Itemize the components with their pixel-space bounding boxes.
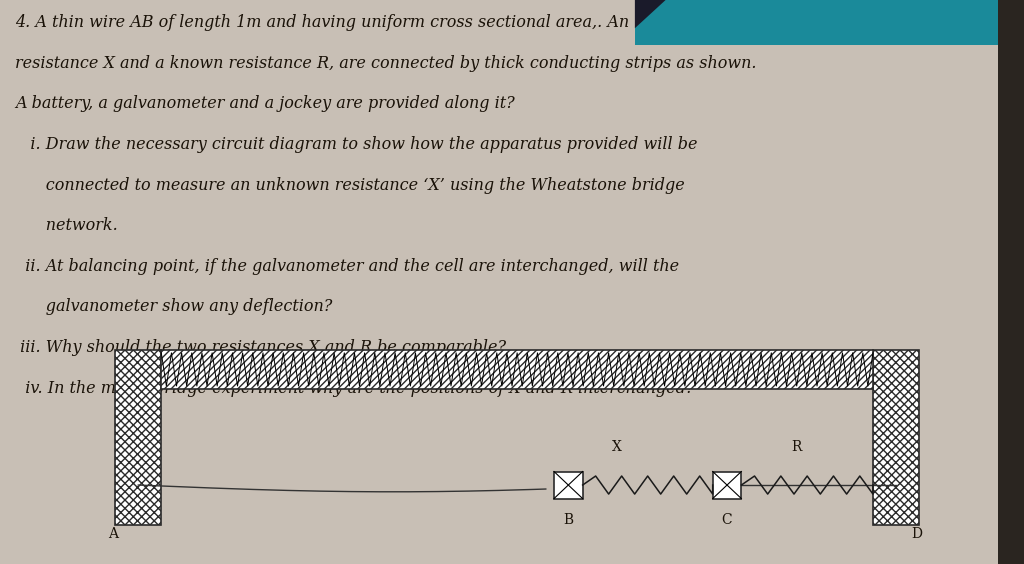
- Bar: [635, 0, 1024, 45]
- Text: D: D: [911, 527, 922, 541]
- Text: R: R: [792, 440, 802, 454]
- Bar: [116, 350, 162, 525]
- Text: resistance X and a known resistance R, are connected by thick conducting strips : resistance X and a known resistance R, a…: [15, 55, 757, 72]
- Text: connected to measure an unknown resistance ‘X’ using the Wheatstone bridge: connected to measure an unknown resistan…: [15, 177, 685, 193]
- Text: X: X: [612, 440, 622, 454]
- Text: network.: network.: [15, 217, 118, 234]
- Text: C: C: [722, 513, 732, 527]
- Text: 4. A thin wire AB of length 1m and having uniform cross sectional area,. An unkn: 4. A thin wire AB of length 1m and havin…: [15, 14, 709, 31]
- Text: ii. At balancing point, if the galvanometer and the cell are interchanged, will : ii. At balancing point, if the galvanome…: [15, 258, 680, 275]
- Text: A battery, a galvanometer and a jockey are provided along it?: A battery, a galvanometer and a jockey a…: [15, 95, 515, 112]
- Text: galvanometer show any deflection?: galvanometer show any deflection?: [15, 298, 333, 315]
- Bar: [998, 0, 1024, 564]
- Text: B: B: [563, 513, 573, 527]
- Bar: [554, 472, 583, 499]
- Text: iv. In the meter bridge experiment why are the positions of X and R interchanged: iv. In the meter bridge experiment why a…: [15, 380, 695, 396]
- Text: A: A: [108, 527, 118, 541]
- Bar: [872, 350, 920, 525]
- Polygon shape: [635, 0, 666, 28]
- Bar: [713, 472, 741, 499]
- Text: iii. Why should the two resistances X and R be comparable?: iii. Why should the two resistances X an…: [15, 339, 507, 356]
- Text: i. Draw the necessary circuit diagram to show how the apparatus provided will be: i. Draw the necessary circuit diagram to…: [15, 136, 698, 153]
- Bar: [162, 350, 872, 389]
